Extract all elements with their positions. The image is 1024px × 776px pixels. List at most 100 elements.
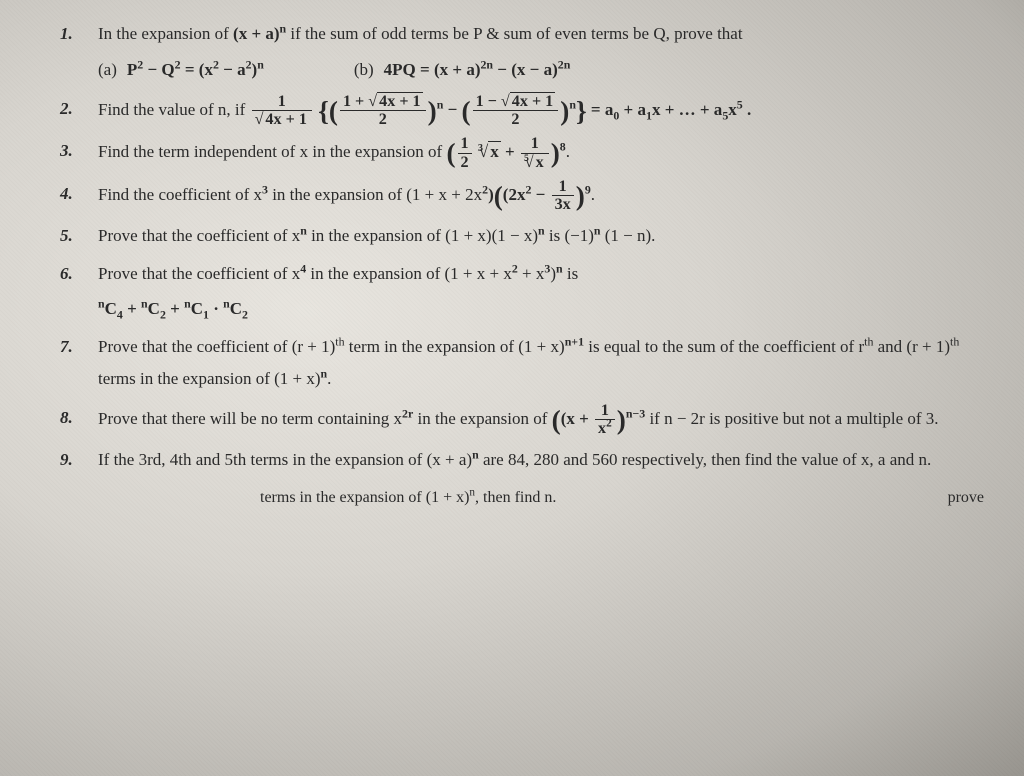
- e: n: [257, 58, 264, 72]
- problem-2: 2. Find the value of n, if 14x + 1 {(1 +…: [60, 93, 994, 130]
- t: + x: [518, 264, 545, 283]
- problem-body: In the expansion of (x + a)n if the sum …: [98, 18, 994, 87]
- t: x + … + a: [652, 100, 722, 119]
- problem-3: 3. Find the term independent of x in the…: [60, 135, 994, 172]
- t: .: [327, 369, 331, 388]
- problem-body: If the 3rd, 4th and 5th terms in the exp…: [98, 444, 994, 476]
- t: − a: [219, 60, 246, 79]
- fraction: 1 + 4x + 12: [340, 93, 426, 130]
- fraction: 12: [458, 135, 472, 172]
- t: = (x: [181, 60, 213, 79]
- problem-6: 6. Prove that the coefficient of x4 in t…: [60, 258, 994, 325]
- pre: n: [223, 296, 230, 310]
- t: + a: [619, 100, 646, 119]
- pre: n: [98, 296, 105, 310]
- t: +: [123, 299, 141, 318]
- text: Prove that the coefficient of x: [98, 264, 300, 283]
- problem-5: 5. Prove that the coefficient of xn in t…: [60, 220, 994, 252]
- c: C: [148, 299, 160, 318]
- problem-number: 8.: [60, 402, 98, 434]
- t: is (−1): [545, 226, 594, 245]
- c: C: [105, 299, 117, 318]
- text: If the 3rd, 4th and 5th terms in the exp…: [98, 450, 472, 469]
- t: are 84, 280 and 560 respectively, then f…: [479, 450, 932, 469]
- expr: 4PQ = (x + a)2n − (x − a)2n: [384, 54, 571, 86]
- fraction: 15x: [521, 135, 549, 172]
- problem-number: 7.: [60, 331, 98, 363]
- fraction: 14x + 1: [252, 93, 312, 130]
- t: terms in the expansion of (1 + x): [260, 489, 469, 506]
- t: 4PQ = (x + a): [384, 60, 481, 79]
- text: Find the value of n, if: [98, 100, 250, 119]
- e: 2n: [558, 58, 571, 72]
- cutoff-fragment: terms in the expansion of (1 + x)n, then…: [60, 483, 994, 513]
- problem-body: Prove that the coefficient of xn in the …: [98, 220, 994, 252]
- t: in the expansion of (1 + x + 2x: [268, 185, 482, 204]
- expr: 2)((2x2 − 13x)9: [482, 185, 591, 204]
- problem-body: Prove that there will be no term contain…: [98, 402, 994, 439]
- e: n: [472, 448, 479, 462]
- text: Prove that the coefficient of (r + 1): [98, 337, 335, 356]
- e: n: [538, 224, 545, 238]
- problem-number: 4.: [60, 178, 98, 210]
- pre: n: [141, 296, 148, 310]
- label: (b): [354, 54, 374, 86]
- t: and (r + 1): [873, 337, 950, 356]
- expr: (x + a)n: [233, 24, 286, 43]
- t: in the expansion of (1 + x + x: [306, 264, 512, 283]
- t: ·: [209, 299, 223, 318]
- t: (2x: [503, 185, 526, 204]
- problem-7: 7. Prove that the coefficient of (r + 1)…: [60, 331, 994, 396]
- t: +: [166, 299, 184, 318]
- t: P: [127, 60, 137, 79]
- expr: P2 − Q2 = (x2 − a2)n: [127, 54, 264, 86]
- problem-body: Prove that the coefficient of (r + 1)th …: [98, 331, 994, 396]
- th: th: [864, 334, 873, 348]
- expr: (12 3x + 15x)8: [446, 142, 565, 161]
- text: Prove that there will be no term contain…: [98, 409, 402, 428]
- problem-body: Find the value of n, if 14x + 1 {(1 + 4x…: [98, 93, 994, 130]
- c: C: [230, 299, 242, 318]
- t: is equal to the sum of the coefficient o…: [584, 337, 864, 356]
- expr: 14x + 1 {(1 + 4x + 12)n − (1 − 4x + 12)n…: [250, 100, 591, 119]
- subparts: (a) P2 − Q2 = (x2 − a2)n (b) 4PQ = (x + …: [98, 54, 994, 86]
- problem-number: 1.: [60, 18, 98, 50]
- expr: ((x + 1x2)n−3: [552, 409, 646, 428]
- t: = a: [591, 100, 613, 119]
- fraction: 1 − 4x + 12: [473, 93, 559, 130]
- fraction: 13x: [552, 178, 574, 215]
- base: (x + a): [233, 24, 280, 43]
- problem-body: Find the coefficient of x3 in the expans…: [98, 178, 994, 215]
- t: , then find n.: [475, 489, 556, 506]
- e: n: [300, 224, 307, 238]
- problem-number: 2.: [60, 93, 98, 125]
- dot: .: [591, 185, 595, 204]
- text: Find the term independent of x in the ex…: [98, 142, 446, 161]
- t: is: [563, 264, 579, 283]
- problem-body: Find the term independent of x in the ex…: [98, 135, 994, 172]
- text: if the sum of odd terms be P & sum of ev…: [286, 24, 742, 43]
- t: term in the expansion of (1 + x): [345, 337, 565, 356]
- c: C: [191, 299, 203, 318]
- th: th: [335, 334, 344, 348]
- problem-4: 4. Find the coefficient of x3 in the exp…: [60, 178, 994, 215]
- dot: .: [566, 142, 570, 161]
- text: Prove that the coefficient of x: [98, 226, 300, 245]
- t: in the expansion of (1 + x)(1 − x): [307, 226, 538, 245]
- pre: n: [184, 296, 191, 310]
- t: .: [743, 100, 752, 119]
- problem-1: 1. In the expansion of (x + a)n if the s…: [60, 18, 994, 87]
- t: (1 − n).: [600, 226, 655, 245]
- e: n−3: [626, 406, 645, 420]
- problem-number: 3.: [60, 135, 98, 167]
- rhs: = a0 + a1x + … + a5x5 .: [591, 100, 751, 119]
- fraction: 1x2: [595, 402, 615, 439]
- problem-body: Prove that the coefficient of x4 in the …: [98, 258, 994, 325]
- t: in the expansion of: [413, 409, 551, 428]
- part-b: (b) 4PQ = (x + a)2n − (x − a)2n: [354, 54, 570, 86]
- text: In the expansion of: [98, 24, 233, 43]
- t: if n − 2r is positive but not a multiple…: [645, 409, 938, 428]
- t: − (x − a): [493, 60, 558, 79]
- e: 2r: [402, 406, 413, 420]
- problem-number: 9.: [60, 444, 98, 476]
